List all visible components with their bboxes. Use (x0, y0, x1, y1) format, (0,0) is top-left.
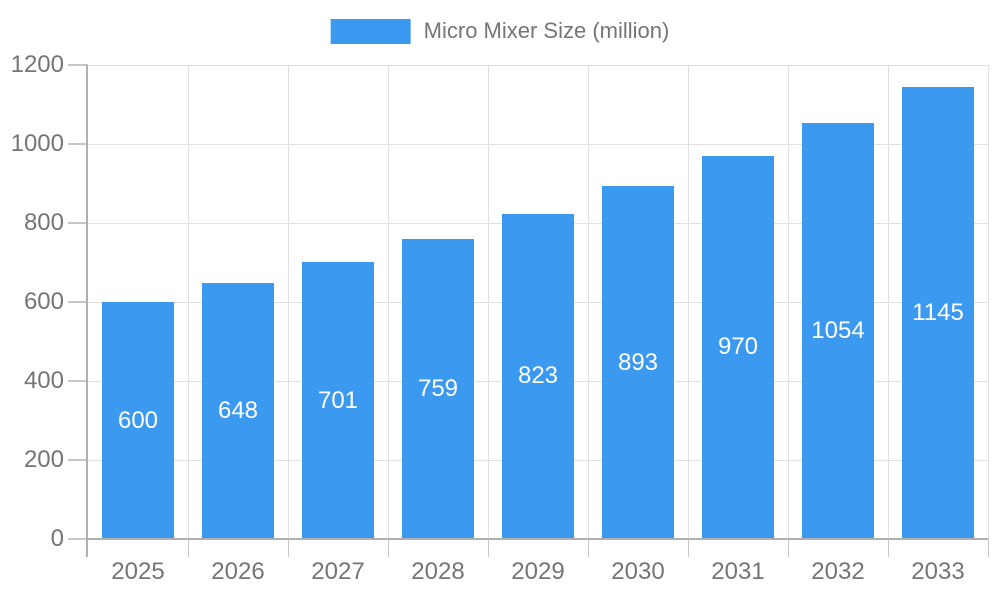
x-axis-tick (287, 539, 289, 557)
v-gridline (187, 65, 189, 539)
chart-legend[interactable]: Micro Mixer Size (million) (330, 18, 670, 44)
x-axis-tick (687, 539, 689, 557)
v-gridline (987, 65, 989, 539)
x-axis-tick (887, 539, 889, 557)
x-axis-label: 2033 (911, 558, 965, 585)
bar-value-label: 1054 (811, 316, 865, 344)
bar[interactable]: 600 (102, 302, 174, 539)
bar[interactable]: 1145 (902, 86, 974, 539)
x-axis-tick (387, 539, 389, 557)
bar-value-label: 970 (717, 333, 759, 361)
x-axis-tick (487, 539, 489, 557)
v-gridline (787, 65, 789, 539)
v-gridline (687, 65, 689, 539)
h-gridline (88, 143, 988, 145)
y-axis-label: 800 (23, 209, 64, 236)
y-axis-line (86, 65, 88, 557)
x-axis-label: 2026 (211, 558, 265, 585)
y-axis-tick (68, 222, 88, 224)
bar[interactable]: 1054 (802, 122, 874, 539)
v-gridline (287, 65, 289, 539)
bar-value-label: 759 (417, 375, 459, 403)
y-axis-label: 0 (50, 525, 64, 552)
x-axis-label: 2025 (111, 558, 165, 585)
x-axis-tick (587, 539, 589, 557)
y-axis-tick (68, 538, 88, 540)
y-axis-tick (68, 301, 88, 303)
x-axis-label: 2031 (711, 558, 765, 585)
legend-swatch-icon (330, 18, 411, 44)
bar[interactable]: 648 (202, 283, 274, 539)
x-axis-tick (987, 539, 989, 557)
v-gridline (587, 65, 589, 539)
x-axis-tick (187, 539, 189, 557)
y-axis-tick (68, 459, 88, 461)
bar[interactable]: 823 (502, 213, 574, 539)
bar-value-label: 823 (517, 362, 559, 390)
y-axis-tick (68, 380, 88, 382)
y-axis-label: 600 (23, 288, 64, 315)
x-axis-label: 2027 (311, 558, 365, 585)
bar[interactable]: 970 (702, 155, 774, 539)
v-gridline (887, 65, 889, 539)
h-gridline (88, 64, 988, 66)
bar[interactable]: 759 (402, 239, 474, 539)
bar-value-label: 1145 (912, 298, 964, 326)
v-gridline (487, 65, 489, 539)
y-axis-label: 1000 (10, 130, 64, 157)
y-axis-tick (68, 64, 88, 66)
bar-value-label: 600 (117, 406, 159, 434)
legend-label: Micro Mixer Size (million) (423, 18, 670, 43)
x-axis-label: 2032 (811, 558, 865, 585)
y-axis-label: 1200 (10, 51, 64, 78)
y-axis-tick (68, 143, 88, 145)
bar[interactable]: 893 (602, 186, 674, 539)
bar-value-label: 701 (317, 386, 359, 414)
bar-value-label: 893 (617, 348, 659, 376)
x-axis-label: 2030 (611, 558, 665, 585)
x-axis-label: 2029 (511, 558, 565, 585)
x-axis-tick (787, 539, 789, 557)
x-axis-line (86, 538, 988, 540)
bar-value-label: 648 (217, 397, 259, 424)
y-axis-label: 400 (23, 367, 64, 394)
x-axis-label: 2028 (411, 558, 465, 585)
v-gridline (387, 65, 389, 539)
y-axis-label: 200 (23, 446, 64, 473)
bar[interactable]: 701 (302, 262, 374, 539)
